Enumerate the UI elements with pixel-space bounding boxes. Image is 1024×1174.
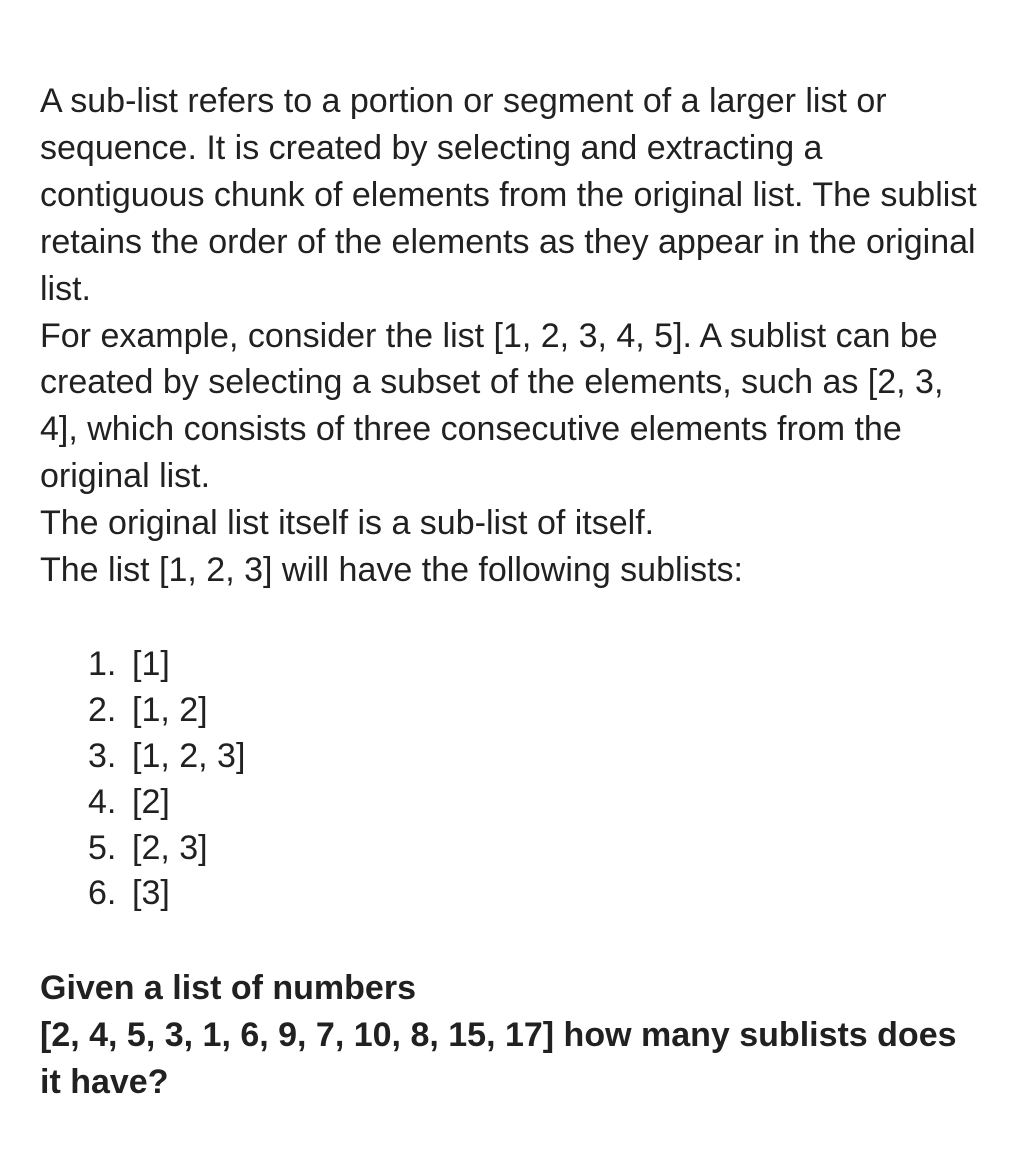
example-paragraph: For example, consider the list [1, 2, 3,… bbox=[40, 313, 984, 501]
list-item-number: 1. bbox=[88, 642, 132, 688]
list-item-number: 2. bbox=[88, 688, 132, 734]
list-item: 3. [1, 2, 3] bbox=[88, 734, 984, 780]
list-item-value: [1, 2] bbox=[132, 688, 208, 734]
self-sublist-note: The original list itself is a sub-list o… bbox=[40, 500, 984, 547]
list-item: 5. [2, 3] bbox=[88, 826, 984, 872]
list-item-value: [2] bbox=[132, 780, 170, 826]
definition-paragraph-1: A sub-list refers to a portion or segmen… bbox=[40, 78, 984, 313]
list-item-number: 4. bbox=[88, 780, 132, 826]
list-item-value: [3] bbox=[132, 871, 170, 917]
list-item-number: 6. bbox=[88, 871, 132, 917]
list-item: 1. [1] bbox=[88, 642, 984, 688]
question-line-1: Given a list of numbers bbox=[40, 965, 984, 1012]
list-item-number: 5. bbox=[88, 826, 132, 872]
list-item: 6. [3] bbox=[88, 871, 984, 917]
list-item-number: 3. bbox=[88, 734, 132, 780]
list-item-value: [2, 3] bbox=[132, 826, 208, 872]
question-line-2: [2, 4, 5, 3, 1, 6, 9, 7, 10, 8, 15, 17] … bbox=[40, 1012, 984, 1106]
sublists-intro: The list [1, 2, 3] will have the followi… bbox=[40, 547, 984, 594]
question-block: Given a list of numbers [2, 4, 5, 3, 1, … bbox=[40, 965, 984, 1106]
sublists-enumeration: 1. [1] 2. [1, 2] 3. [1, 2, 3] 4. [2] 5. … bbox=[88, 642, 984, 917]
list-item-value: [1, 2, 3] bbox=[132, 734, 245, 780]
list-item: 4. [2] bbox=[88, 780, 984, 826]
list-item: 2. [1, 2] bbox=[88, 688, 984, 734]
list-item-value: [1] bbox=[132, 642, 170, 688]
